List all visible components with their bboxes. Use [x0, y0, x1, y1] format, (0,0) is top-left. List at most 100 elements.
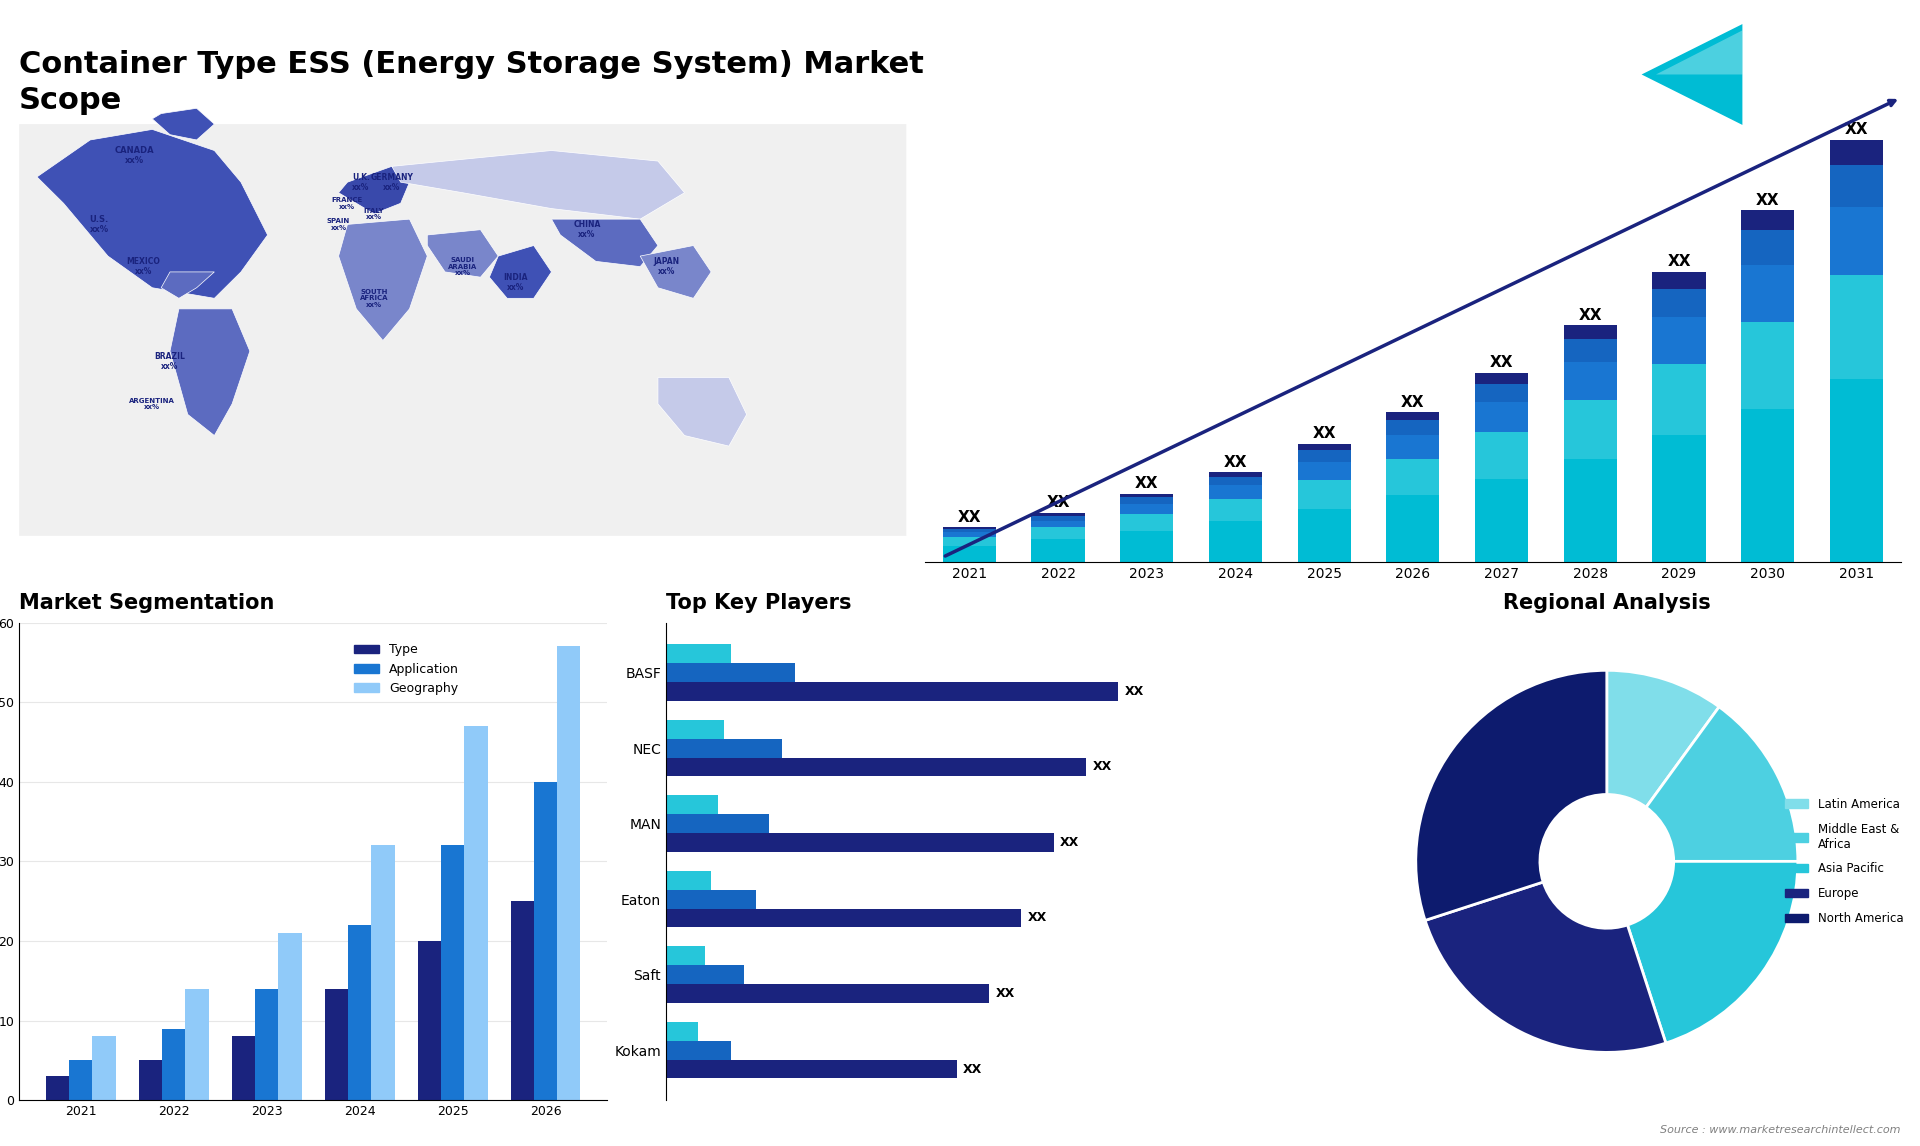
Bar [1386, 435, 1440, 458]
Bar [666, 871, 710, 889]
Polygon shape [392, 150, 685, 219]
Polygon shape [338, 166, 409, 214]
Text: GERMANY
xx%: GERMANY xx% [371, 173, 413, 191]
Bar [666, 758, 1087, 777]
Text: SOUTH
AFRICA
xx%: SOUTH AFRICA xx% [359, 289, 388, 308]
Text: SAUDI
ARABIA
xx%: SAUDI ARABIA xx% [447, 257, 478, 276]
Bar [1298, 480, 1352, 509]
Bar [666, 795, 718, 814]
Bar [419, 941, 442, 1100]
Bar [666, 682, 1117, 701]
Wedge shape [1628, 862, 1797, 1043]
Bar [1741, 409, 1795, 563]
Bar [1386, 421, 1440, 435]
Polygon shape [338, 219, 428, 340]
Bar [666, 1041, 732, 1060]
Bar [1830, 206, 1884, 275]
Bar [1653, 289, 1705, 317]
Text: Market Segmentation: Market Segmentation [19, 592, 275, 613]
Bar [1830, 140, 1884, 165]
Bar [92, 1036, 115, 1100]
Bar [1386, 413, 1440, 421]
Bar [1830, 378, 1884, 563]
Text: XX: XX [1046, 495, 1069, 510]
Bar [1741, 265, 1795, 322]
Bar [1563, 458, 1617, 563]
Bar [324, 989, 348, 1100]
Bar [1653, 272, 1705, 289]
Bar [1563, 338, 1617, 362]
Bar [278, 933, 301, 1100]
Bar [943, 527, 996, 528]
Bar [1386, 495, 1440, 563]
Bar [232, 1036, 255, 1100]
Bar [511, 901, 534, 1100]
Text: XX: XX [1313, 426, 1336, 441]
Bar [1210, 486, 1261, 499]
Text: CANADA
xx%: CANADA xx% [115, 147, 154, 165]
Bar [1210, 477, 1261, 486]
Bar [186, 989, 209, 1100]
Bar [1119, 494, 1173, 497]
Bar [1210, 499, 1261, 520]
Polygon shape [551, 219, 659, 267]
Bar [371, 846, 394, 1100]
Bar [666, 984, 989, 1003]
Bar [46, 1076, 69, 1100]
Bar [1210, 472, 1261, 477]
Bar [1210, 520, 1261, 563]
Bar [1653, 435, 1705, 563]
Bar [348, 925, 371, 1100]
Bar [1741, 322, 1795, 409]
Bar [1830, 165, 1884, 206]
Text: XX: XX [964, 1062, 983, 1075]
Bar [1119, 504, 1173, 513]
Text: JAPAN
xx%: JAPAN xx% [653, 258, 680, 276]
Bar [1119, 513, 1173, 531]
Text: ARGENTINA
xx%: ARGENTINA xx% [129, 398, 175, 410]
Legend: Latin America, Middle East &
Africa, Asia Pacific, Europe, North America: Latin America, Middle East & Africa, Asi… [1780, 793, 1908, 929]
Bar [1830, 275, 1884, 378]
Bar [1031, 513, 1085, 516]
Polygon shape [161, 272, 215, 298]
Wedge shape [1607, 670, 1718, 807]
Bar [557, 646, 580, 1100]
Bar [465, 727, 488, 1100]
Bar [1298, 444, 1352, 450]
Bar [666, 833, 1054, 851]
Bar [69, 1060, 92, 1100]
Bar [666, 664, 795, 682]
Bar [1298, 450, 1352, 462]
Bar [1475, 479, 1528, 563]
Text: Top Key Players: Top Key Players [666, 592, 851, 613]
Text: XX: XX [1402, 394, 1425, 409]
Bar [943, 537, 996, 545]
Title: Regional Analysis: Regional Analysis [1503, 592, 1711, 613]
Bar [943, 528, 996, 532]
Bar [534, 782, 557, 1100]
Bar [666, 814, 770, 833]
Text: BRAZIL
xx%: BRAZIL xx% [156, 352, 186, 371]
Bar [1119, 497, 1173, 504]
Bar [1031, 527, 1085, 539]
Text: Source : www.marketresearchintellect.com: Source : www.marketresearchintellect.com [1661, 1124, 1901, 1135]
Polygon shape [36, 129, 267, 298]
Text: XX: XX [958, 510, 981, 525]
Bar [1741, 230, 1795, 265]
Text: XX: XX [1667, 254, 1692, 269]
Polygon shape [171, 309, 250, 435]
Bar [1653, 317, 1705, 363]
Bar [666, 644, 732, 664]
Bar [666, 889, 756, 909]
Bar [1475, 402, 1528, 432]
Text: XX: XX [1027, 911, 1046, 925]
Bar [1475, 372, 1528, 384]
Polygon shape [490, 245, 551, 298]
Text: U.S.
xx%: U.S. xx% [90, 215, 109, 234]
Bar [1563, 325, 1617, 338]
Text: XX: XX [1125, 685, 1144, 698]
Bar [666, 1022, 699, 1041]
Bar [1475, 432, 1528, 479]
Bar [1563, 400, 1617, 458]
Bar [1119, 531, 1173, 563]
